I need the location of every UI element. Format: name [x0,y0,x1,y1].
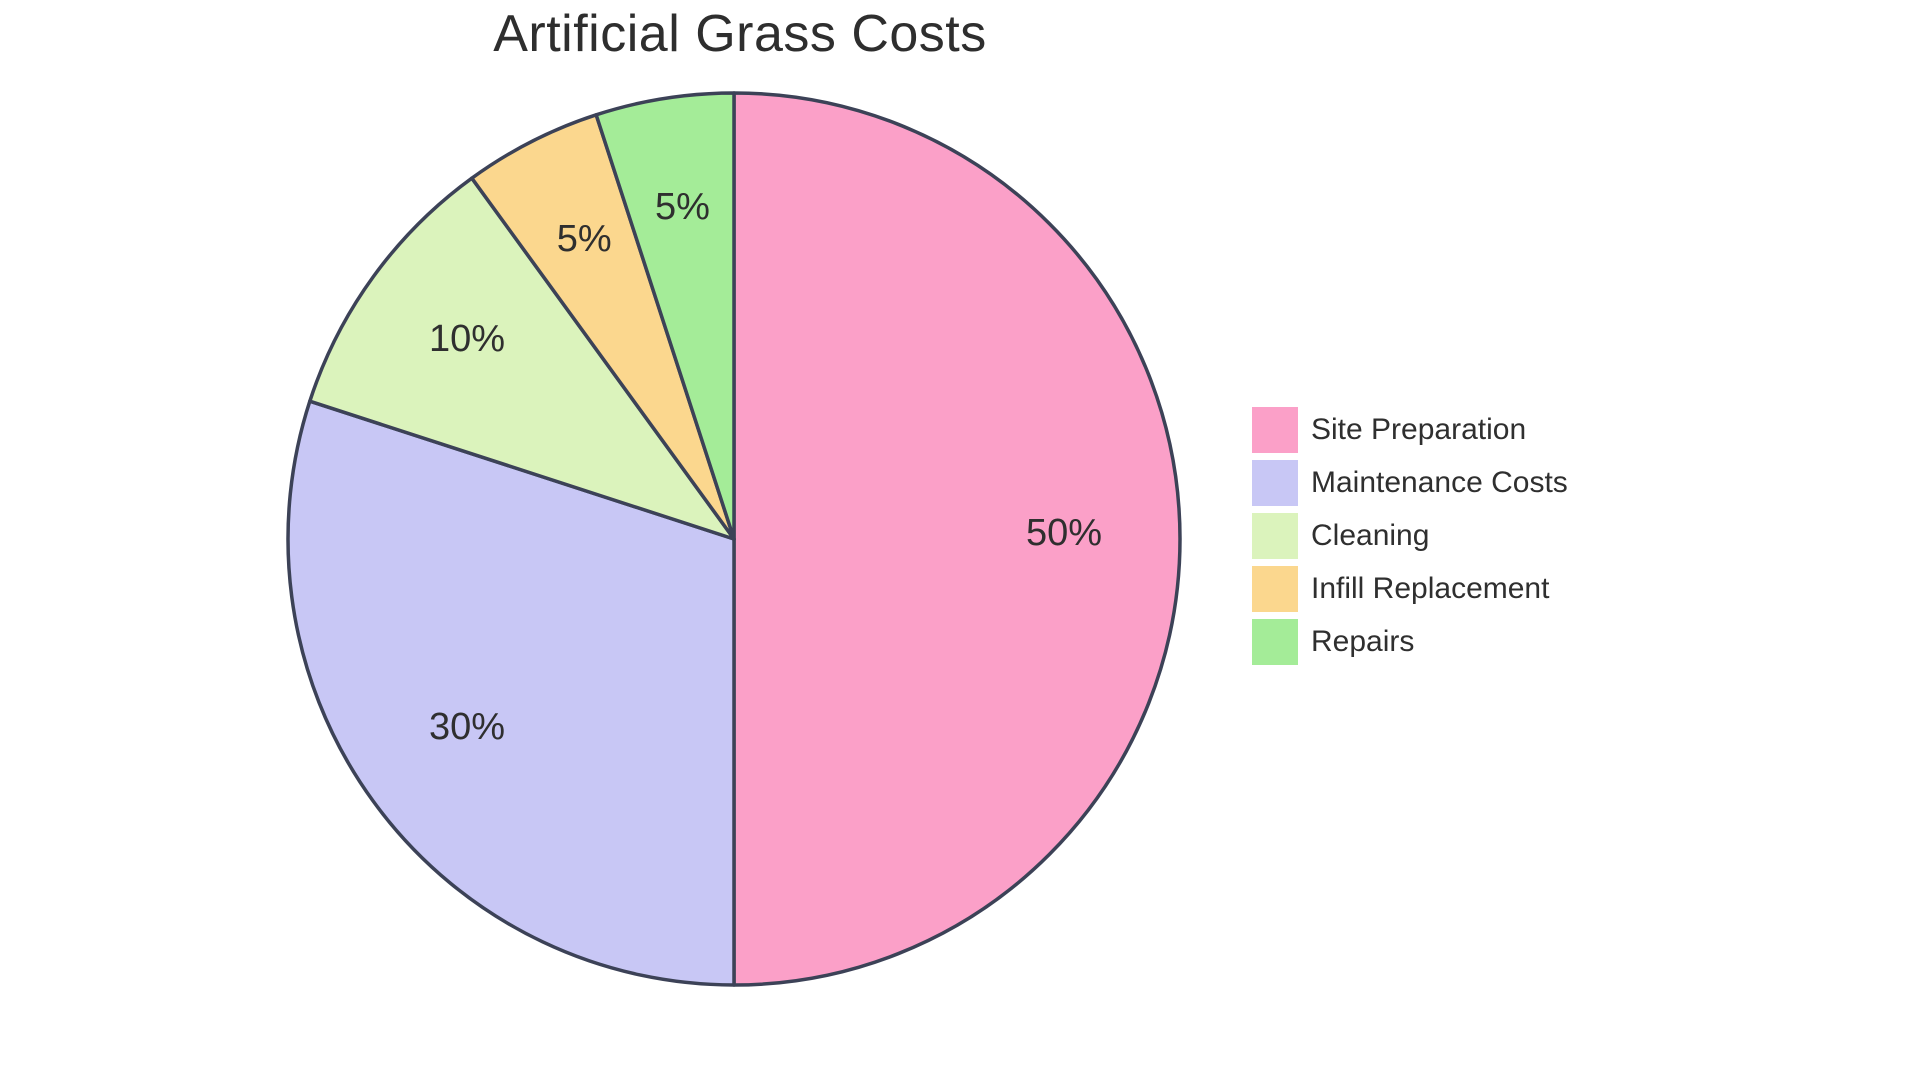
legend-swatch-site-preparation [1252,407,1298,453]
legend-item-maintenance-costs[interactable]: Maintenance Costs [1252,460,1568,506]
slice-percent-label-repairs: 5% [655,186,710,228]
pie-slice-cleaning[interactable] [308,176,736,541]
pie-slice-maintenance-costs[interactable] [286,399,736,987]
legend-swatch-infill-replacement [1252,566,1298,612]
slice-percent-label-site-preparation: 50% [1026,512,1102,554]
pie-slice-site-preparation[interactable] [732,91,1182,987]
legend-swatch-repairs [1252,619,1298,665]
chart-title: Artificial Grass Costs [493,5,987,63]
legend-item-infill-replacement[interactable]: Infill Replacement [1252,566,1568,612]
legend-label-cleaning: Cleaning [1311,519,1430,552]
legend: Site Preparation Maintenance Costs Cleanin… [1252,407,1568,665]
slice-percent-label-cleaning: 10% [429,318,505,360]
legend-item-repairs[interactable]: Repairs [1252,619,1568,665]
legend-label-maintenance-costs: Maintenance Costs [1311,466,1568,499]
legend-swatch-cleaning [1252,513,1298,559]
legend-label-infill-replacement: Infill Replacement [1311,572,1550,605]
legend-swatch-maintenance-costs [1252,460,1298,506]
slice-percent-label-maintenance-costs: 30% [429,706,505,748]
legend-item-cleaning[interactable]: Cleaning [1252,513,1568,559]
legend-label-site-preparation: Site Preparation [1311,413,1527,446]
pie-slice-repairs[interactable] [594,91,736,541]
slice-percent-label-infill-replacement: 5% [557,218,612,260]
legend-item-site-preparation[interactable]: Site Preparation [1252,407,1568,453]
legend-label-repairs: Repairs [1311,625,1415,658]
